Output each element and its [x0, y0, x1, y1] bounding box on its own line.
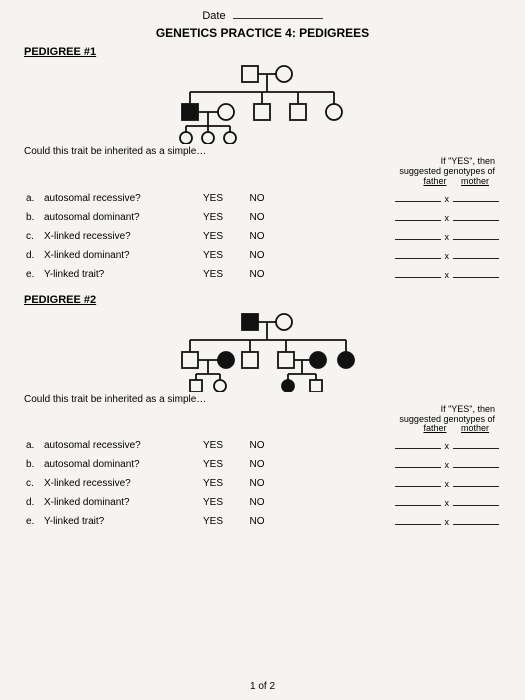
pedigree-1-diagram [158, 62, 368, 144]
genotype-blanks[interactable]: x [279, 474, 501, 493]
genotype-blanks[interactable]: x [279, 208, 501, 227]
mother-heading: mother [461, 424, 489, 434]
answer-no[interactable]: NO [235, 265, 279, 284]
questions-table-1: a. autosomal recessive? YES NO x b. auto… [24, 189, 501, 284]
q2a-row: a. autosomal recessive? YES NO x [24, 436, 501, 455]
q-text: Y-linked trait? [42, 512, 191, 531]
genotype-blanks[interactable]: x [279, 493, 501, 512]
q2b-row: b. autosomal dominant? YES NO x [24, 455, 501, 474]
q-text: X-linked recessive? [42, 227, 191, 246]
page-footer: 1 of 2 [0, 681, 525, 692]
answer-yes[interactable]: YES [191, 189, 235, 208]
genotype-blanks[interactable]: x [279, 189, 501, 208]
genotype-heading-2: If "YES", then suggested genotypes of fa… [24, 405, 501, 435]
father-heading: father [423, 177, 446, 187]
q-text: X-linked dominant? [42, 493, 191, 512]
ifyes-line1: If "YES", then [441, 156, 495, 166]
q1d-row: d. X-linked dominant? YES NO x [24, 246, 501, 265]
answer-no[interactable]: NO [235, 455, 279, 474]
q-letter: b. [24, 455, 42, 474]
ifyes-line2: suggested genotypes of [399, 166, 495, 176]
answer-no[interactable]: NO [235, 189, 279, 208]
q1e-row: e. Y-linked trait? YES NO x [24, 265, 501, 284]
q-text: autosomal recessive? [42, 436, 191, 455]
q-letter: c. [24, 474, 42, 493]
worksheet-page: Date GENETICS PRACTICE 4: PEDIGREES PEDI… [0, 0, 525, 700]
answer-no[interactable]: NO [235, 512, 279, 531]
q-letter: b. [24, 208, 42, 227]
genotype-blanks[interactable]: x [279, 455, 501, 474]
ifyes-line1: If "YES", then [441, 404, 495, 414]
answer-no[interactable]: NO [235, 208, 279, 227]
answer-yes[interactable]: YES [191, 493, 235, 512]
genotype-blanks[interactable]: x [279, 227, 501, 246]
q-letter: c. [24, 227, 42, 246]
answer-yes[interactable]: YES [191, 265, 235, 284]
questions-table-2: a. autosomal recessive? YES NO x b. auto… [24, 436, 501, 531]
date-line: Date [24, 8, 501, 22]
q-text: X-linked recessive? [42, 474, 191, 493]
q1c-row: c. X-linked recessive? YES NO x [24, 227, 501, 246]
q2d-row: d. X-linked dominant? YES NO x [24, 493, 501, 512]
q-letter: d. [24, 246, 42, 265]
answer-yes[interactable]: YES [191, 512, 235, 531]
ifyes-line2: suggested genotypes of [399, 414, 495, 424]
q-text: Y-linked trait? [42, 265, 191, 284]
date-label: Date [202, 10, 225, 22]
page-title: GENETICS PRACTICE 4: PEDIGREES [24, 26, 501, 40]
q1b-row: b. autosomal dominant? YES NO x [24, 208, 501, 227]
answer-no[interactable]: NO [235, 227, 279, 246]
answer-yes[interactable]: YES [191, 455, 235, 474]
q-text: autosomal dominant? [42, 455, 191, 474]
genotype-blanks[interactable]: x [279, 512, 501, 531]
genotype-blanks[interactable]: x [279, 436, 501, 455]
answer-yes[interactable]: YES [191, 208, 235, 227]
answer-yes[interactable]: YES [191, 436, 235, 455]
q-text: autosomal dominant? [42, 208, 191, 227]
q-letter: d. [24, 493, 42, 512]
father-heading: father [423, 424, 446, 434]
section-heading-1: PEDIGREE #1 [24, 46, 501, 58]
genotype-heading-1: If "YES", then suggested genotypes of fa… [24, 157, 501, 187]
genotype-blanks[interactable]: x [279, 265, 501, 284]
prompt-1: Could this trait be inherited as a simpl… [24, 146, 501, 157]
answer-no[interactable]: NO [235, 246, 279, 265]
pedigree-2-diagram [158, 310, 368, 392]
mother-heading: mother [461, 177, 489, 187]
q-text: autosomal recessive? [42, 189, 191, 208]
q-text: X-linked dominant? [42, 246, 191, 265]
q-letter: a. [24, 436, 42, 455]
answer-yes[interactable]: YES [191, 227, 235, 246]
genotype-blanks[interactable]: x [279, 246, 501, 265]
q-letter: a. [24, 189, 42, 208]
q-letter: e. [24, 265, 42, 284]
q1a-row: a. autosomal recessive? YES NO x [24, 189, 501, 208]
q-letter: e. [24, 512, 42, 531]
answer-yes[interactable]: YES [191, 474, 235, 493]
q2e-row: e. Y-linked trait? YES NO x [24, 512, 501, 531]
answer-no[interactable]: NO [235, 436, 279, 455]
prompt-2: Could this trait be inherited as a simpl… [24, 394, 501, 405]
answer-no[interactable]: NO [235, 493, 279, 512]
q2c-row: c. X-linked recessive? YES NO x [24, 474, 501, 493]
answer-yes[interactable]: YES [191, 246, 235, 265]
section-heading-2: PEDIGREE #2 [24, 294, 501, 306]
answer-no[interactable]: NO [235, 474, 279, 493]
date-blank[interactable] [233, 8, 323, 19]
